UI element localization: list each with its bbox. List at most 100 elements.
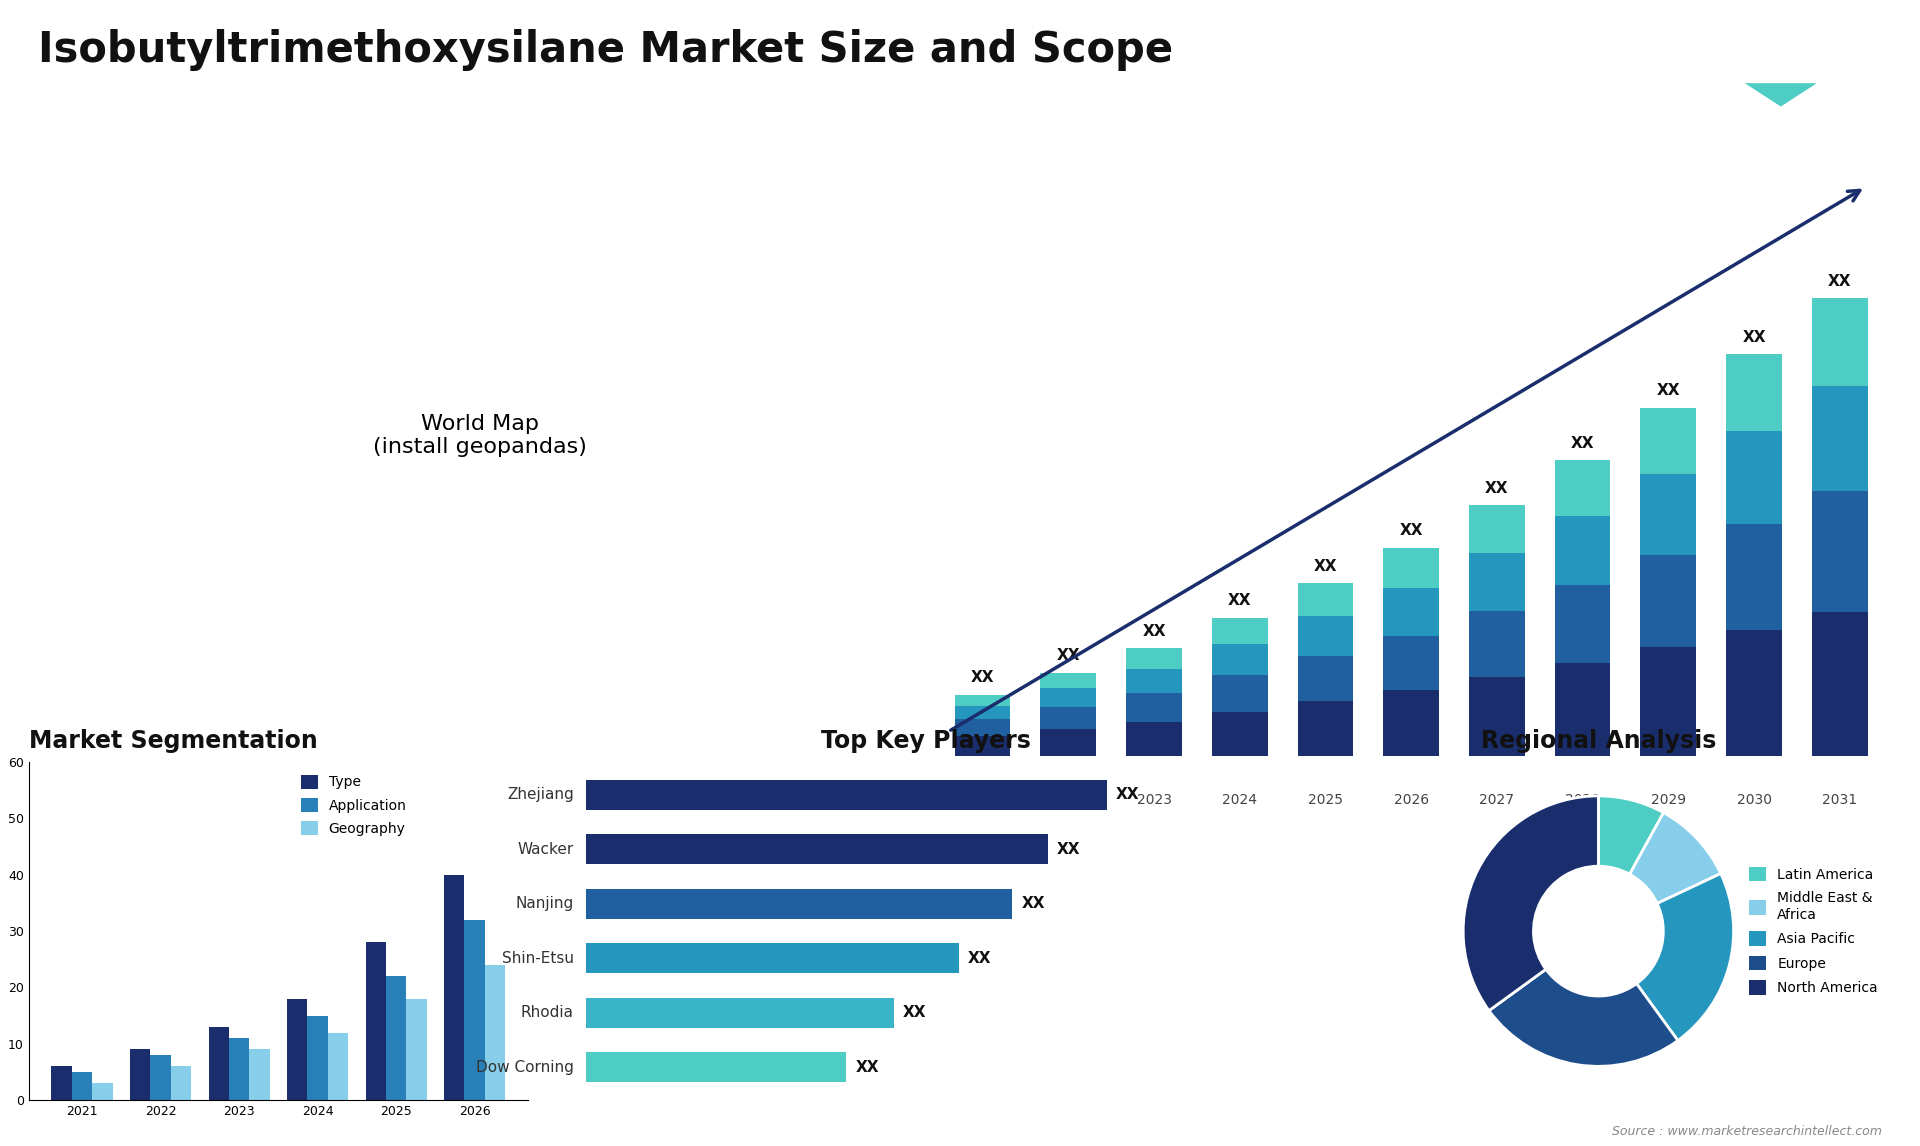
Bar (954, 706, 1010, 720)
Bar (1127, 647, 1183, 668)
Wedge shape (1490, 970, 1678, 1066)
Bar (586, 779, 1108, 810)
Text: XX: XX (1021, 896, 1044, 911)
Bar (1726, 630, 1782, 756)
Bar (1640, 555, 1695, 646)
Bar (1041, 688, 1096, 707)
Bar (1640, 473, 1695, 555)
Text: Market Segmentation: Market Segmentation (29, 729, 317, 753)
Bar (1555, 460, 1611, 516)
Bar (1469, 505, 1524, 554)
Text: World Map
(install geopandas): World Map (install geopandas) (372, 414, 588, 457)
Bar (209, 1027, 228, 1100)
Text: XX: XX (902, 1005, 925, 1020)
Bar (1382, 548, 1440, 588)
Text: XX: XX (1142, 623, 1165, 638)
Bar (1382, 588, 1440, 636)
Bar (586, 943, 958, 973)
Text: Shin-Etsu: Shin-Etsu (501, 951, 574, 966)
Bar (1555, 584, 1611, 664)
Bar (1640, 646, 1695, 756)
Bar (228, 1038, 250, 1100)
Bar (1298, 617, 1354, 657)
Text: XX: XX (1828, 274, 1851, 289)
Bar (307, 1015, 328, 1100)
Bar (131, 1050, 150, 1100)
Bar (586, 1052, 847, 1083)
Bar (586, 889, 1012, 919)
Text: 2023: 2023 (1137, 793, 1171, 808)
Text: XX: XX (1313, 559, 1336, 574)
Bar (1127, 693, 1183, 722)
Bar (586, 998, 895, 1028)
Text: XX: XX (1056, 842, 1081, 857)
Wedge shape (1597, 796, 1663, 874)
Text: 2024: 2024 (1223, 793, 1258, 808)
Bar (52, 1066, 71, 1100)
Text: 2028: 2028 (1565, 793, 1599, 808)
Bar (1041, 673, 1096, 688)
Text: 2031: 2031 (1822, 793, 1857, 808)
Title: Top Key Players: Top Key Players (822, 729, 1031, 753)
Text: 2030: 2030 (1736, 793, 1772, 808)
Text: 2025: 2025 (1308, 793, 1342, 808)
Bar (954, 720, 1010, 736)
Text: 2029: 2029 (1651, 793, 1686, 808)
Bar (1726, 354, 1782, 431)
Bar (1041, 729, 1096, 756)
Text: INTELLECT: INTELLECT (1753, 147, 1809, 156)
Bar (954, 736, 1010, 756)
Text: RESEARCH: RESEARCH (1755, 129, 1807, 139)
Bar (1382, 636, 1440, 691)
Text: Dow Corning: Dow Corning (476, 1060, 574, 1075)
Text: Rhodia: Rhodia (520, 1005, 574, 1020)
Bar (1212, 675, 1267, 713)
Bar (1726, 525, 1782, 630)
Bar (328, 1033, 348, 1100)
Circle shape (1534, 866, 1663, 996)
Bar (1212, 713, 1267, 756)
Wedge shape (1636, 873, 1734, 1041)
Text: XX: XX (1116, 787, 1140, 802)
Bar (1298, 701, 1354, 756)
Wedge shape (1463, 796, 1599, 1011)
Bar (92, 1083, 113, 1100)
Text: Nanjing: Nanjing (515, 896, 574, 911)
Bar (1469, 554, 1524, 611)
Bar (1640, 408, 1695, 473)
Bar (1812, 386, 1868, 492)
Bar (1298, 583, 1354, 617)
Bar (1469, 611, 1524, 677)
Text: Source : www.marketresearchintellect.com: Source : www.marketresearchintellect.com (1611, 1124, 1882, 1138)
Text: XX: XX (1400, 524, 1423, 539)
Bar (444, 874, 465, 1100)
Text: XX: XX (1229, 594, 1252, 609)
Text: XX: XX (1486, 481, 1509, 496)
Text: XX: XX (854, 1060, 879, 1075)
Bar (1127, 668, 1183, 693)
Polygon shape (1705, 38, 1857, 84)
Bar (1382, 691, 1440, 756)
Bar (407, 998, 426, 1100)
Bar (1812, 612, 1868, 756)
Text: 2026: 2026 (1394, 793, 1428, 808)
Bar (1555, 516, 1611, 584)
Polygon shape (1745, 84, 1816, 107)
Text: 2021: 2021 (966, 793, 1000, 808)
Bar (1469, 677, 1524, 756)
Bar (1298, 657, 1354, 701)
Bar (365, 942, 386, 1100)
Wedge shape (1630, 813, 1720, 903)
Bar (954, 694, 1010, 706)
Bar (1041, 707, 1096, 729)
Text: 2022: 2022 (1050, 793, 1087, 808)
Text: XX: XX (1571, 435, 1594, 450)
Bar (386, 976, 407, 1100)
Text: XX: XX (968, 951, 991, 966)
Bar (1212, 644, 1267, 675)
Title: Regional Analysis: Regional Analysis (1480, 729, 1716, 753)
Bar (150, 1055, 171, 1100)
Text: Isobutyltrimethoxysilane Market Size and Scope: Isobutyltrimethoxysilane Market Size and… (38, 29, 1173, 71)
Text: XX: XX (972, 670, 995, 685)
Bar (1127, 722, 1183, 756)
